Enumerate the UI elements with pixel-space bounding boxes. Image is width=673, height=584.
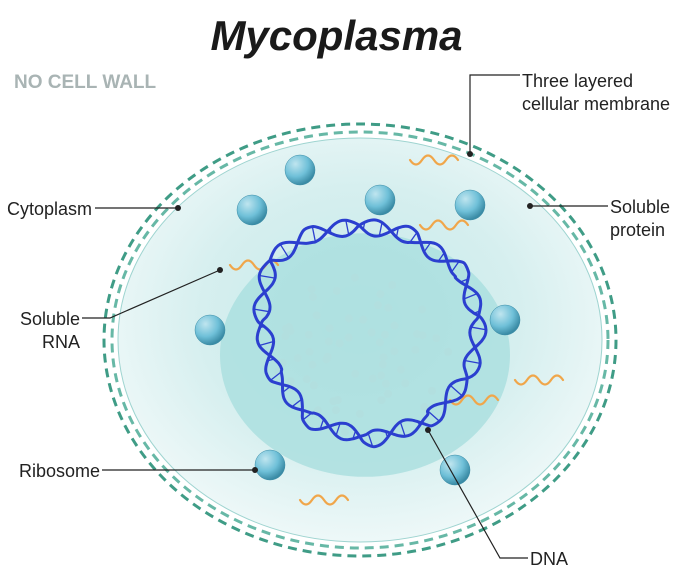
label-protein: Soluble protein: [610, 196, 670, 241]
label-dna: DNA: [530, 548, 568, 571]
label-ribosome: Ribosome: [19, 460, 100, 483]
label-rna: Soluble RNA: [20, 308, 80, 353]
label-cytoplasm: Cytoplasm: [7, 198, 92, 221]
label-membrane: Three layered cellular membrane: [522, 70, 670, 115]
